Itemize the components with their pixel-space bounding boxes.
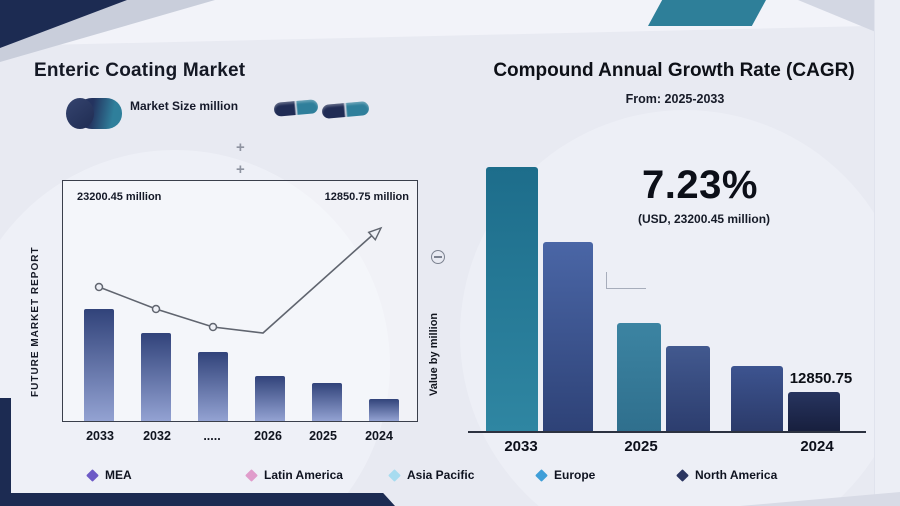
cagr-bar-2025-a [617, 323, 661, 432]
plus-decor: + [236, 161, 245, 178]
cagr-bar-2024-b [788, 392, 840, 432]
cagr-bar-2024-a [731, 366, 783, 432]
plus-decor: + [236, 139, 245, 156]
page-title: Enteric Coating Market [34, 60, 246, 81]
diamond-icon [245, 468, 258, 482]
bottom-left-navy-edge [0, 398, 11, 506]
legend-item-mea: MEA [86, 468, 132, 482]
legend-label: Asia Pacific [407, 468, 475, 482]
max-value-annotation: 23200.45 million [77, 191, 162, 203]
diamond-icon [388, 468, 401, 482]
cagr-x-tick-2024: 2024 [800, 438, 834, 455]
cagr-x-tick-2033: 2033 [504, 438, 538, 455]
min-value-annotation: 12850.75 million [324, 191, 409, 203]
bar-2033 [84, 309, 114, 421]
bottom-navy-strip [0, 493, 395, 506]
top-right-teal-accent [648, 0, 766, 26]
capsule-icon [273, 99, 319, 117]
cagr-bar-2025-b [666, 346, 710, 432]
legend-label: Europe [554, 468, 596, 482]
x-tick-2033: 2033 [86, 429, 114, 443]
diamond-icon [676, 468, 689, 482]
cagr-bar-2033-b [543, 242, 593, 432]
tablet-icon-face [66, 98, 94, 129]
bar-2024 [369, 399, 399, 421]
bar-2032 [141, 333, 171, 421]
cagr-value: 7.23% [642, 163, 758, 207]
cagr-bar-2033-a [486, 167, 538, 432]
legend-label: North America [695, 468, 778, 482]
bar-value-label: 12850.75 [789, 370, 853, 387]
watermark-label: FUTURE MARKET REPORT [30, 246, 41, 398]
legend-label: MEA [105, 468, 132, 482]
y-axis-label: Value by million [428, 312, 440, 396]
legend-item-asia-pacific: Asia Pacific [388, 468, 475, 482]
bracket-decor [606, 272, 646, 289]
market-size-legend-label: Market Size million [130, 99, 239, 113]
legend-item-north-america: North America [676, 468, 778, 482]
tablet-icon [66, 95, 124, 132]
x-tick-2024: 2024 [365, 429, 393, 443]
trend-line [94, 226, 383, 334]
legend-item-europe: Europe [535, 468, 596, 482]
x-tick-2025: 2025 [309, 429, 337, 443]
cagr-subtitle: From: 2025-2033 [625, 92, 725, 106]
diamond-icon [535, 468, 548, 482]
capsule-icon [321, 100, 370, 120]
right-edge-column [874, 0, 900, 506]
bar-2025 [312, 383, 342, 421]
cagr-detail: (USD, 23200.45 million) [638, 212, 771, 226]
market-size-chart-panel: 23200.45 million 12850.75 million [62, 180, 418, 422]
bar-2026 [255, 376, 285, 421]
diamond-icon [86, 468, 99, 482]
cagr-x-tick-2025: 2025 [624, 438, 658, 455]
x-tick-2026: 2026 [254, 429, 282, 443]
zoom-out-icon [431, 250, 445, 264]
x-tick-2032: 2032 [143, 429, 171, 443]
cagr-x-axis [468, 431, 866, 433]
legend-label: Latin America [264, 468, 343, 482]
legend-item-latin-america: Latin America [245, 468, 343, 482]
cagr-title: Compound Annual Growth Rate (CAGR) [493, 60, 855, 81]
bar-intermediate [198, 352, 228, 421]
x-tick-ellipsis: ..... [203, 429, 221, 443]
